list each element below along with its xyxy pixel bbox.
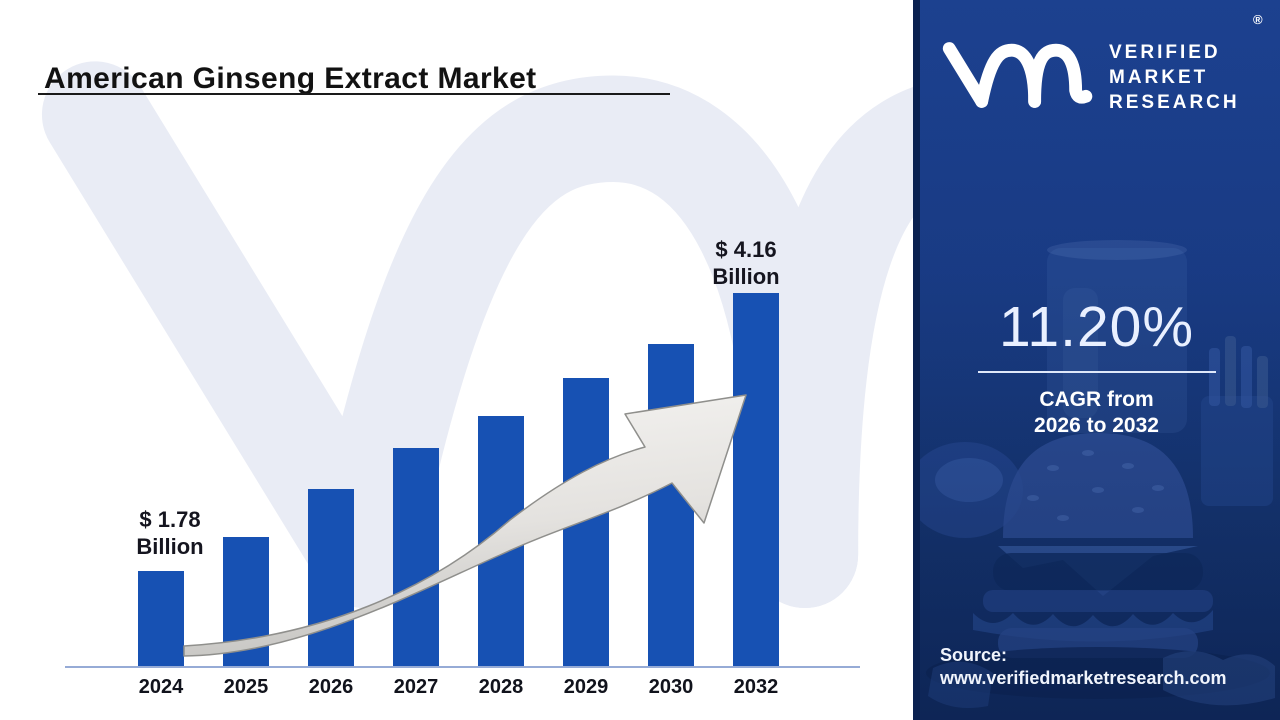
x-tick-label-2032: 2032 — [733, 676, 779, 698]
brand-line-1: VERIFIED — [1109, 42, 1221, 63]
burger-photo — [913, 240, 1275, 709]
bar-2026 — [308, 489, 354, 667]
chart-section: American Ginseng Extract Market 2024 2025… — [38, 61, 913, 698]
vmr-logo: VERIFIED MARKET RESEARCH — [939, 26, 1240, 115]
vmr-monogram-icon — [942, 42, 1093, 108]
x-tick-label-2024: 2024 — [138, 676, 184, 698]
bar-2028 — [478, 416, 524, 667]
x-tick-label-2030: 2030 — [648, 676, 694, 698]
x-tick-label-2029: 2029 — [563, 676, 609, 698]
source-block: Source: www.verifiedmarketresearch.com — [940, 644, 1226, 690]
x-tick-label-2027: 2027 — [393, 676, 439, 698]
x-tick-label-2025: 2025 — [223, 676, 269, 698]
bar-2030 — [648, 344, 694, 667]
page-title: American Ginseng Extract Market — [44, 62, 537, 96]
cagr-value: 11.20% — [998, 295, 1195, 359]
brand-line-2: MARKET — [1109, 67, 1209, 88]
x-axis-line — [65, 666, 860, 668]
bar-2027 — [393, 448, 439, 667]
panel-tint-overlay — [913, 0, 1280, 720]
registered-trademark-icon: ® — [1253, 12, 1263, 27]
cagr-underline — [977, 371, 1216, 373]
cagr-caption-line2: 2026 to 2032 — [1034, 414, 1159, 437]
panel-edge-strip — [913, 0, 920, 720]
bar-value-label-2032: $ 4.16 Billion — [712, 237, 780, 289]
bar-2024 — [138, 571, 184, 667]
bar-value-label-2024: $ 1.78 Billion — [136, 507, 204, 559]
x-tick-label-2026: 2026 — [308, 676, 354, 698]
title-underline — [38, 93, 670, 95]
cagr-block: 11.20% CAGR from 2026 to 2032 — [913, 296, 1280, 439]
x-tick-label-2028: 2028 — [478, 676, 524, 698]
source-url: www.verifiedmarketresearch.com — [940, 668, 1227, 688]
source-label: Source: — [940, 645, 1008, 665]
brand-line-3: RESEARCH — [1109, 92, 1240, 113]
brand-panel: VERIFIED MARKET RESEARCH ® 11.20% CAGR f… — [913, 0, 1280, 720]
bar-2029 — [563, 378, 609, 667]
cagr-caption-line1: CAGR from — [1039, 388, 1154, 411]
brand-name: VERIFIED MARKET RESEARCH — [1109, 40, 1240, 115]
bar-2032 — [733, 293, 779, 667]
